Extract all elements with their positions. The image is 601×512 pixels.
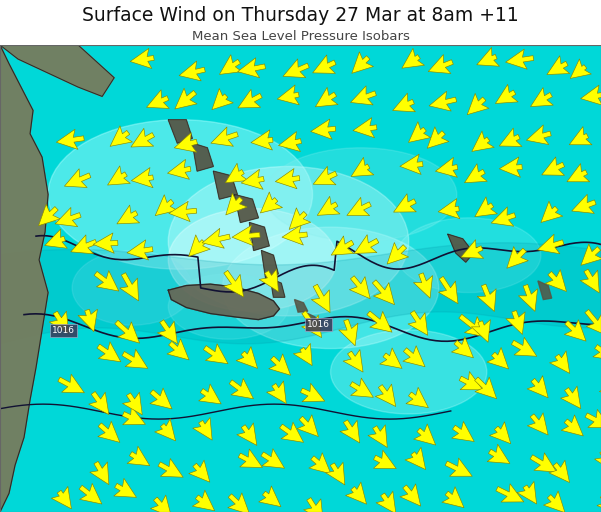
Polygon shape: [168, 120, 192, 143]
Polygon shape: [0, 45, 48, 512]
Polygon shape: [234, 195, 258, 223]
Ellipse shape: [222, 227, 439, 349]
Text: Mean Sea Level Pressure Isobars: Mean Sea Level Pressure Isobars: [192, 30, 409, 44]
Polygon shape: [308, 313, 319, 326]
Ellipse shape: [72, 250, 192, 325]
Polygon shape: [538, 281, 552, 300]
Polygon shape: [168, 284, 279, 319]
Ellipse shape: [168, 208, 337, 311]
Text: Surface Wind on Thursday 27 Mar at 8am +11: Surface Wind on Thursday 27 Mar at 8am +…: [82, 6, 519, 25]
Polygon shape: [294, 300, 308, 312]
Polygon shape: [213, 171, 237, 199]
Text: 1016: 1016: [52, 326, 75, 335]
Ellipse shape: [397, 218, 541, 292]
Ellipse shape: [168, 166, 409, 316]
Text: 1016: 1016: [307, 320, 330, 329]
Polygon shape: [261, 250, 278, 279]
Ellipse shape: [331, 330, 487, 414]
Polygon shape: [249, 223, 269, 250]
Polygon shape: [270, 279, 285, 297]
Polygon shape: [0, 45, 114, 96]
Polygon shape: [0, 243, 601, 344]
Ellipse shape: [48, 120, 313, 269]
Ellipse shape: [168, 274, 288, 339]
Polygon shape: [192, 143, 213, 171]
Polygon shape: [448, 234, 474, 262]
Ellipse shape: [264, 148, 457, 241]
